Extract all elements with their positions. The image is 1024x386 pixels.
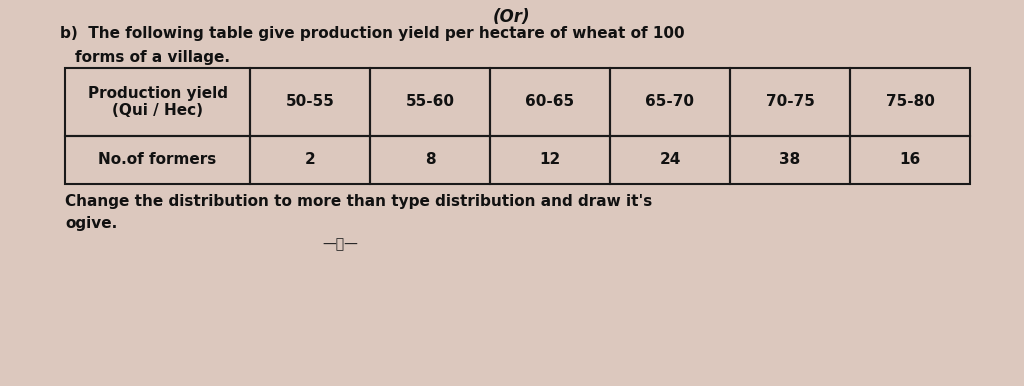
Text: 38: 38: [779, 152, 801, 168]
Text: forms of a village.: forms of a village.: [75, 50, 230, 65]
Text: 70-75: 70-75: [766, 95, 814, 110]
Bar: [250, 136, 370, 184]
Bar: [65, 136, 250, 184]
Text: (Or): (Or): [494, 8, 530, 26]
Text: 12: 12: [540, 152, 560, 168]
Bar: [850, 68, 970, 136]
Bar: [730, 68, 850, 136]
Text: 60-65: 60-65: [525, 95, 574, 110]
Bar: [490, 136, 610, 184]
Bar: [250, 68, 370, 136]
Bar: [370, 136, 490, 184]
Bar: [850, 136, 970, 184]
Text: 50-55: 50-55: [286, 95, 335, 110]
Text: b)  The following table give production yield per hectare of wheat of 100: b) The following table give production y…: [60, 26, 685, 41]
Bar: [730, 136, 850, 184]
Bar: [65, 68, 250, 136]
Bar: [610, 136, 730, 184]
Bar: [490, 68, 610, 136]
Text: No.of formers: No.of formers: [98, 152, 217, 168]
Text: 55-60: 55-60: [406, 95, 455, 110]
Bar: [370, 68, 490, 136]
Bar: [610, 68, 730, 136]
Text: 8: 8: [425, 152, 435, 168]
Text: 16: 16: [899, 152, 921, 168]
Text: Production yield
(Qui / Hec): Production yield (Qui / Hec): [87, 86, 227, 118]
Text: —⟜—: —⟜—: [323, 237, 358, 251]
Text: Change the distribution to more than type distribution and draw it's: Change the distribution to more than typ…: [65, 194, 652, 209]
Text: 2: 2: [304, 152, 315, 168]
Text: 24: 24: [659, 152, 681, 168]
Text: 75-80: 75-80: [886, 95, 935, 110]
Text: ogive.: ogive.: [65, 216, 118, 231]
Text: 65-70: 65-70: [645, 95, 694, 110]
